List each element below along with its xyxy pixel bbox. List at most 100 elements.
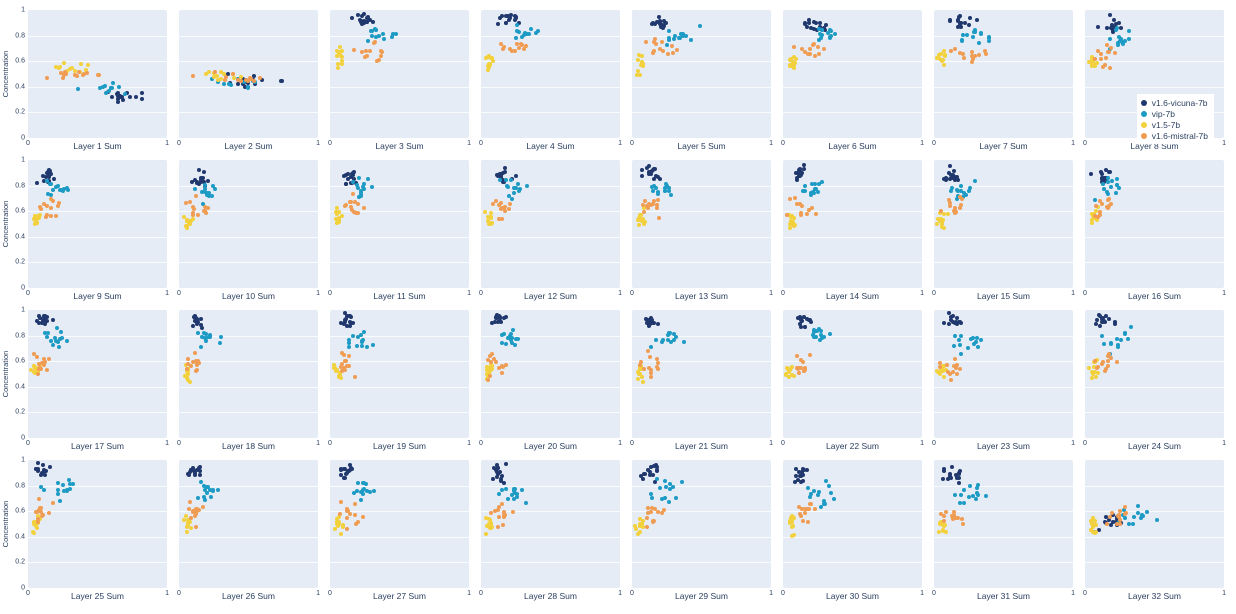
- scatter-point: [665, 42, 670, 47]
- scatter-point: [975, 483, 980, 488]
- scatter-point: [364, 482, 369, 487]
- legend-item[interactable]: v1.6-mistral-7b: [1140, 130, 1208, 141]
- scatter-point: [193, 314, 198, 319]
- scatter-point: [523, 500, 528, 505]
- scatter-point: [816, 38, 821, 43]
- gridline: [1085, 386, 1224, 388]
- scatter-point: [1096, 205, 1101, 210]
- scatter-point: [1100, 334, 1105, 338]
- scatter-point: [1109, 356, 1114, 361]
- y-tick-label: 0.8: [15, 332, 25, 340]
- scatter-point: [96, 72, 101, 77]
- scatter-point: [1122, 515, 1127, 520]
- scatter-point: [807, 52, 812, 57]
- gridline: [179, 185, 318, 187]
- scatter-point: [490, 364, 495, 369]
- scatter-point: [216, 80, 221, 85]
- scatter-point: [496, 515, 501, 520]
- scatter-point: [651, 199, 656, 204]
- scatter-point: [1093, 375, 1098, 380]
- legend-item[interactable]: v1.6-vicuna-7b: [1140, 97, 1208, 108]
- scatter-point: [197, 167, 202, 172]
- scatter-point: [663, 185, 668, 190]
- gridline: [934, 562, 1073, 564]
- scatter-point: [962, 55, 967, 60]
- subplot-panel: 0 1 Layer 25 Sum: [26, 450, 169, 601]
- scatter-point: [504, 487, 509, 492]
- scatter-point: [941, 217, 946, 222]
- scatter-point: [351, 210, 356, 215]
- scatter-point: [39, 471, 44, 476]
- scatter-point: [1100, 64, 1105, 69]
- x-tick-label: 1: [1071, 440, 1075, 447]
- scatter-point: [33, 217, 38, 222]
- scatter-point: [656, 175, 660, 180]
- scatter-point: [823, 27, 828, 32]
- x-tick-label: 1: [165, 440, 169, 447]
- scatter-point: [365, 176, 370, 181]
- scatter-point: [196, 361, 201, 366]
- scatter-point: [380, 31, 385, 36]
- scatter-point: [1123, 331, 1128, 336]
- scatter-point: [339, 58, 344, 63]
- scatter-point: [68, 487, 73, 492]
- gridline: [330, 112, 469, 114]
- scatter-point: [338, 467, 343, 472]
- scatter-point: [487, 369, 492, 374]
- scatter-point: [202, 483, 207, 488]
- legend-item[interactable]: v1.5-7b: [1140, 119, 1208, 130]
- scatter-point: [818, 21, 823, 25]
- plot-area: [783, 460, 922, 588]
- gridline: [481, 361, 620, 363]
- scatter-point: [496, 174, 501, 179]
- scatter-point: [352, 512, 357, 517]
- scatter-point: [640, 54, 645, 59]
- scatter-point: [499, 502, 504, 507]
- gridline: [1085, 262, 1224, 264]
- scatter-point: [43, 472, 48, 477]
- scatter-point: [203, 336, 208, 341]
- scatter-point: [793, 61, 798, 66]
- scatter-point: [524, 184, 529, 189]
- scatter-point: [343, 359, 348, 364]
- scatter-point: [1115, 176, 1120, 181]
- scatter-point: [185, 522, 190, 527]
- scatter-point: [239, 78, 244, 83]
- scatter-point: [808, 353, 813, 358]
- y-tick-label: 0: [21, 434, 25, 442]
- scatter-point: [828, 331, 833, 336]
- scatter-point: [939, 208, 944, 213]
- scatter-point: [663, 188, 668, 193]
- scatter-point: [1103, 515, 1108, 520]
- scatter-point: [515, 22, 520, 27]
- scatter-point: [185, 372, 190, 377]
- scatter-point: [688, 37, 693, 42]
- subplot-row: Concentration 1 0.8 0.6 0.4 0.2 0 0 1 Layer 9 Sum…: [0, 150, 1236, 302]
- scatter-point: [192, 472, 197, 477]
- scatter-point: [949, 175, 954, 180]
- scatter-point: [681, 34, 686, 39]
- scatter-point: [1127, 521, 1132, 526]
- x-tick-label: 0: [1083, 440, 1087, 447]
- scatter-point: [1105, 50, 1110, 55]
- scatter-point: [791, 63, 796, 68]
- scatter-point: [45, 331, 50, 336]
- x-axis-title: Layer 8 Sum: [1130, 141, 1179, 151]
- scatter-point: [202, 190, 207, 195]
- scatter-point: [51, 177, 56, 182]
- scatter-point: [187, 506, 192, 511]
- scatter-point: [351, 169, 356, 174]
- scatter-point: [489, 210, 494, 215]
- x-tick-label: 0: [781, 440, 785, 447]
- scatter-point: [36, 321, 41, 326]
- scatter-point: [486, 377, 491, 382]
- legend-item[interactable]: vip-7b: [1140, 108, 1208, 119]
- x-tick-label: 0: [1083, 590, 1087, 597]
- scatter-point: [1105, 205, 1110, 210]
- plot-area: [28, 10, 167, 138]
- scatter-point: [191, 468, 196, 473]
- scatter-point: [796, 365, 801, 370]
- plot-area: [632, 310, 771, 438]
- legend-marker-icon: [1140, 99, 1147, 106]
- scatter-point: [788, 214, 793, 219]
